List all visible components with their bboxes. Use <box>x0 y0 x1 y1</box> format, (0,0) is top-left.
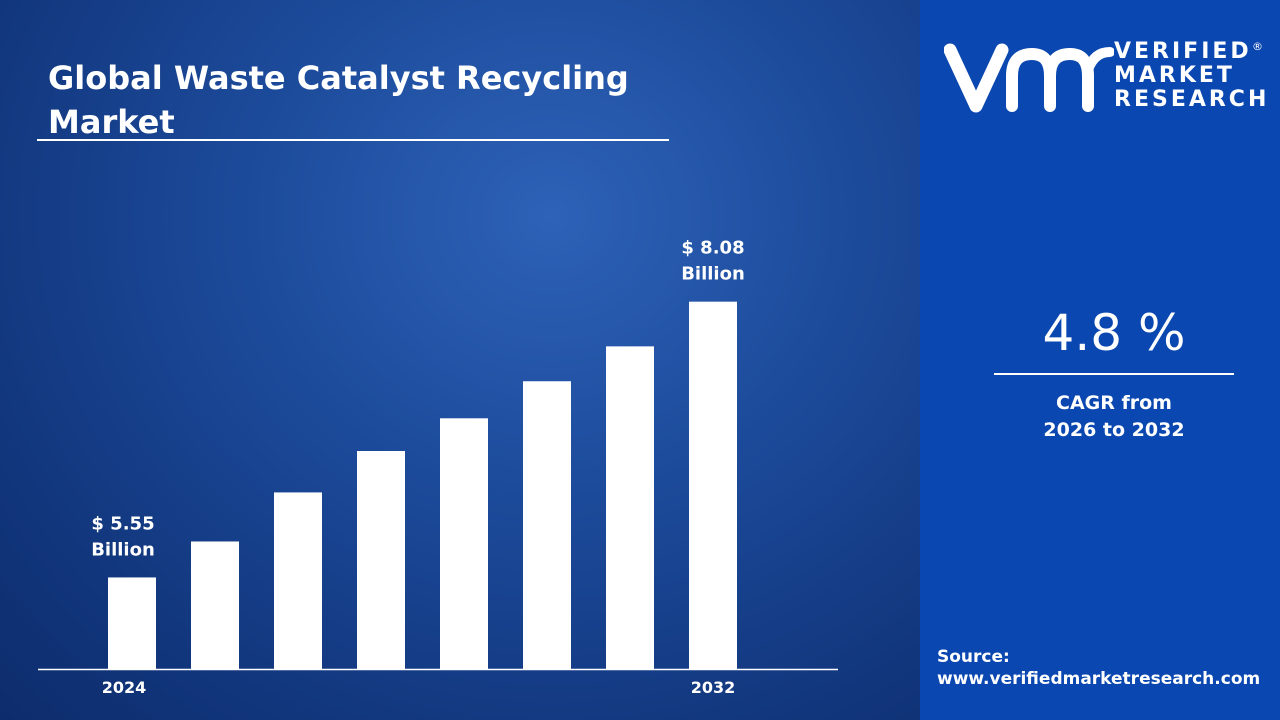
bar-2024 <box>108 577 156 669</box>
chart-title: Global Waste Catalyst Recycling Market <box>48 59 629 141</box>
bar-2032 <box>689 301 737 669</box>
cagr-divider <box>994 373 1234 375</box>
bar-2028 <box>440 418 488 669</box>
data-label-value: $ 5.55 <box>91 513 154 534</box>
bar-2026 <box>274 492 322 669</box>
bar-2025 <box>191 541 239 669</box>
brand-line-3: RESEARCH <box>1114 87 1270 112</box>
brand-line-2: MARKET <box>1114 63 1235 88</box>
bar-2029 <box>523 381 571 669</box>
cagr-label: CAGR from 2026 to 2032 <box>994 390 1234 444</box>
source: Source: www.verifiedmarketresearch.com <box>937 646 1260 690</box>
source-url[interactable]: www.verifiedmarketresearch.com <box>937 669 1261 689</box>
vmr-logo <box>944 43 1114 113</box>
cagr-value: 4.8 % <box>1042 304 1186 362</box>
brand-panel <box>920 0 1280 720</box>
title-underline <box>37 139 669 141</box>
data-label-unit: Billion <box>91 539 155 560</box>
cagr-label-line-1: CAGR from <box>1056 392 1172 414</box>
registered-mark: ® <box>1252 40 1263 53</box>
source-label: Source: <box>937 647 1010 667</box>
bar-2027 <box>357 451 405 669</box>
x-tick-label: 2032 <box>691 678 736 697</box>
brand-name: VERIFIED MARKET RESEARCH <box>1114 40 1269 112</box>
data-label-unit: Billion <box>681 264 745 285</box>
bar-chart: $ 5.55 Billion $ 8.08 Billion 2024 2032 <box>0 0 920 720</box>
brand-line-1: VERIFIED <box>1114 39 1252 64</box>
x-tick-label: 2024 <box>102 678 147 697</box>
data-label-value: $ 8.08 <box>681 238 744 259</box>
cagr-label-line-2: 2026 to 2032 <box>1043 419 1185 441</box>
bar-2030 <box>606 346 654 669</box>
